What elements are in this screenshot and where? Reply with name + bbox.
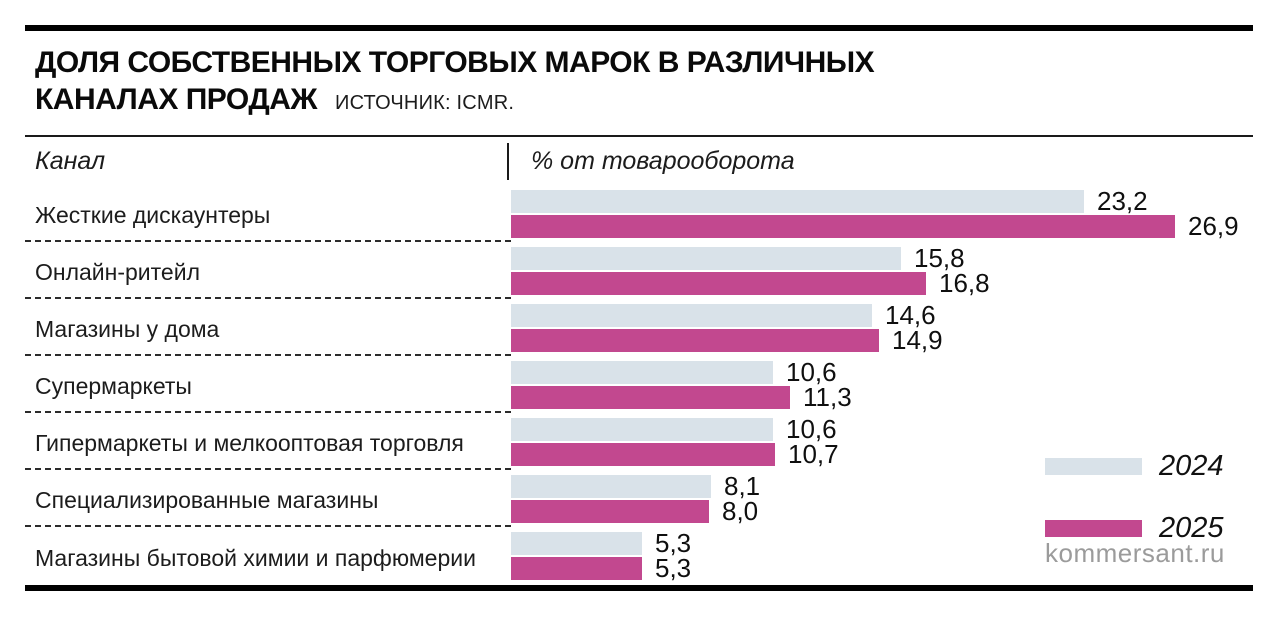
column-header-percent: % от товарооборота (531, 147, 795, 175)
bar-2025 (511, 329, 879, 352)
legend-label-2025: 2025 (1159, 512, 1224, 544)
bar-2025 (511, 215, 1175, 238)
bar-pair: 5,3 5,3 (511, 528, 1253, 589)
column-divider (507, 143, 509, 180)
source-label: ИСТОЧНИК: ICMR. (335, 92, 515, 114)
table-row: Супермаркеты 10,6 11,3 (25, 357, 1253, 418)
value-label-2025: 16,8 (939, 268, 990, 298)
value-label-2024: 5,3 (655, 528, 692, 558)
bar-pair: 14,6 14,9 (511, 300, 1253, 361)
bar-line-2024: 14,6 (511, 300, 1253, 330)
value-label-2024: 10,6 (786, 357, 837, 387)
legend-item-2025: 2025 (1045, 512, 1255, 545)
value-label-2025: 5,3 (655, 553, 692, 583)
bar-2025 (511, 500, 709, 523)
table-row: Гипермаркеты и мелкооптовая торговля 10,6… (25, 414, 1253, 475)
bar-line-2024: 8,1 (511, 471, 1253, 501)
value-label-2024: 15,8 (914, 243, 965, 273)
bar-2025 (511, 557, 642, 580)
legend-item-2024: 2024 (1045, 450, 1255, 483)
bar-line-2024: 10,6 (511, 357, 1253, 387)
value-label-2025: 11,3 (803, 382, 852, 412)
table-header: Канал % от товарооборота (25, 135, 1253, 190)
page-title-line2: КАНАЛАХ ПРОДАЖ ИСТОЧНИК: ICMR. (35, 81, 1245, 122)
table-row: Онлайн-ритейл 15,8 16,8 (25, 243, 1253, 304)
table-row: Магазины у дома 14,6 14,9 (25, 300, 1253, 361)
bar-line-2025: 5,3 (511, 553, 1253, 583)
bar-pair: 8,1 8,0 (511, 471, 1253, 532)
bar-line-2025: 16,8 (511, 268, 1253, 298)
bar-pair: 10,6 11,3 (511, 357, 1253, 418)
bar-line-2025: 14,9 (511, 325, 1253, 355)
value-label-2024: 10,6 (786, 414, 837, 444)
value-label-2025: 14,9 (892, 325, 943, 355)
value-label-2025: 8,0 (722, 496, 759, 526)
title-block: ДОЛЯ СОБСТВЕННЫХ ТОРГОВЫХ МАРОК В РАЗЛИЧ… (35, 44, 1245, 122)
bar-2024 (511, 475, 711, 498)
row-label: Магазины бытовой химии и парфюмерии (35, 544, 476, 571)
bar-pair: 23,2 26,9 (511, 186, 1253, 247)
chart-legend: 2024 2025 (1045, 450, 1255, 574)
table-row: Специализированные магазины 8,1 8,0 (25, 471, 1253, 532)
row-label: Жесткие дискаунтеры (25, 190, 511, 242)
bar-line-2024: 5,3 (511, 528, 1253, 558)
table-row: Жесткие дискаунтеры 23,2 26,9 (25, 186, 1253, 247)
column-header-channel: Канал (35, 147, 106, 175)
legend-label-2024: 2024 (1159, 450, 1224, 482)
chart-rows: Жесткие дискаунтеры 23,2 26,9 Онлайн-ритейл… (25, 186, 1253, 589)
bar-line-2024: 10,6 (511, 414, 1253, 444)
table-row: Магазины бытовой химии и парфюмерии 5,3 5,… (25, 528, 1253, 589)
bar-line-2025: 10,7 (511, 439, 1253, 469)
bar-2024 (511, 190, 1084, 213)
page-title-line2-text: КАНАЛАХ ПРОДАЖ (35, 83, 318, 116)
value-label-2024: 14,6 (885, 300, 936, 330)
bar-line-2024: 23,2 (511, 186, 1253, 216)
row-label: Магазины у дома (25, 304, 511, 356)
row-label: Специализированные магазины (25, 475, 511, 527)
value-label-2024: 23,2 (1097, 186, 1148, 216)
bar-2025 (511, 443, 775, 466)
bar-line-2025: 11,3 (511, 382, 1253, 412)
row-label: Гипермаркеты и мелкооптовая торговля (25, 418, 511, 470)
legend-swatch-2025 (1045, 520, 1142, 537)
row-label: Супермаркеты (25, 361, 511, 413)
bar-2024 (511, 532, 642, 555)
bar-2025 (511, 386, 790, 409)
value-label-2025: 10,7 (788, 439, 839, 469)
top-rule (25, 25, 1253, 31)
bar-2024 (511, 361, 773, 384)
site-credit: kommersant.ru (1045, 538, 1225, 568)
page-title-line1: ДОЛЯ СОБСТВЕННЫХ ТОРГОВЫХ МАРОК В РАЗЛИЧ… (35, 46, 875, 79)
bar-line-2025: 8,0 (511, 496, 1253, 526)
bottom-rule (25, 585, 1253, 591)
value-label-2025: 26,9 (1188, 211, 1239, 241)
bar-pair: 10,6 10,7 (511, 414, 1253, 475)
row-label: Онлайн-ритейл (25, 247, 511, 299)
bar-line-2024: 15,8 (511, 243, 1253, 273)
bar-pair: 15,8 16,8 (511, 243, 1253, 304)
legend-swatch-2024 (1045, 458, 1142, 475)
bar-2024 (511, 418, 773, 441)
bar-2024 (511, 247, 901, 270)
value-label-2024: 8,1 (724, 471, 761, 501)
bar-2024 (511, 304, 872, 327)
bar-line-2025: 26,9 (511, 211, 1253, 241)
bar-2025 (511, 272, 926, 295)
